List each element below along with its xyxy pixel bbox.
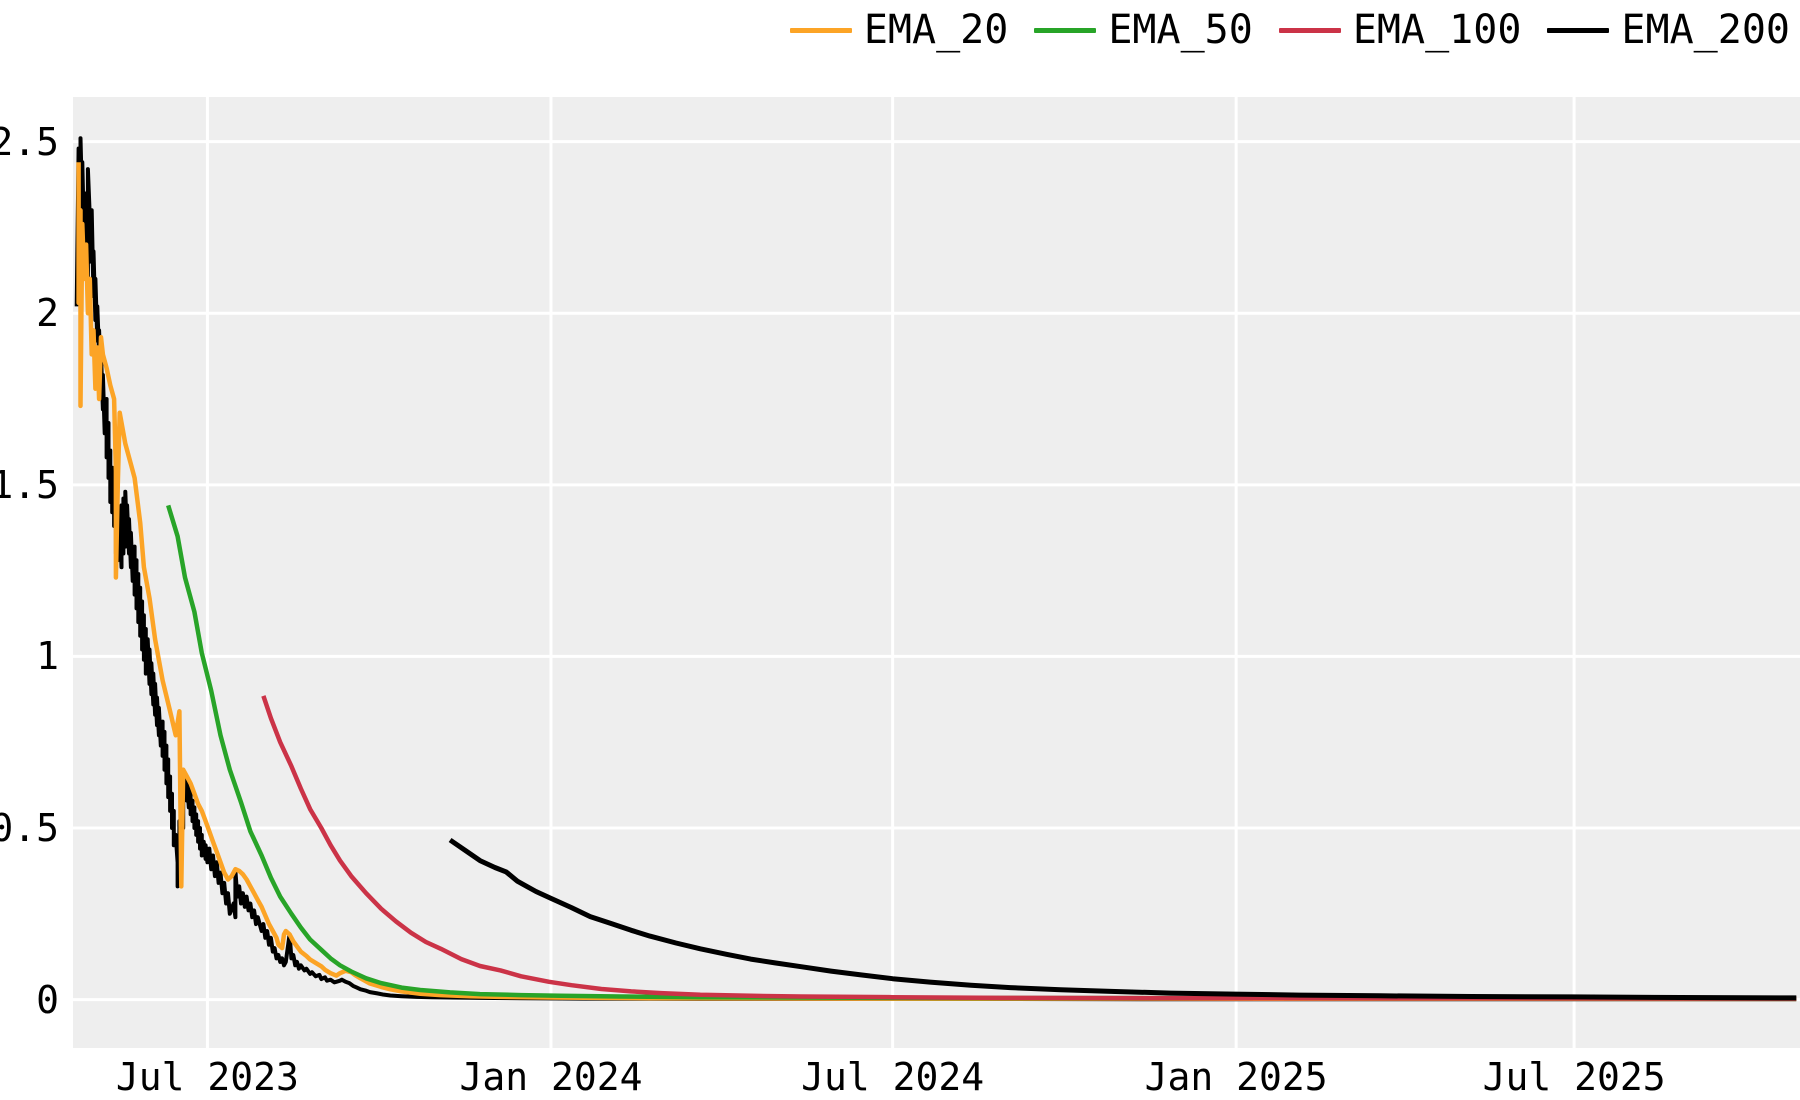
legend-line-swatch-icon [1034, 27, 1097, 33]
legend-label: EMA_200 [1621, 7, 1790, 53]
legend-item-ema_50: EMA_50 [1034, 10, 1253, 50]
y-tick-label: 0 [36, 977, 59, 1022]
x-tick-label: Jan 2024 [459, 1055, 643, 1099]
legend-item-ema_200: EMA_200 [1547, 10, 1790, 50]
x-tick-label: Jul 2025 [1482, 1055, 1666, 1099]
y-tick-label: 1 [36, 634, 59, 679]
legend-label: EMA_100 [1352, 7, 1522, 53]
legend-item-ema_20: EMA_20 [789, 7, 1009, 53]
x-tick-label: Jul 2023 [115, 1055, 299, 1099]
y-tick-label: 1.5 [0, 462, 59, 507]
series-line-EMA_20 [76, 162, 1797, 1002]
series-line-EMA_50 [166, 504, 1797, 1001]
y-tick-label: 2.5 [0, 119, 59, 164]
legend-line-swatch-icon [789, 27, 852, 33]
x-tick-label: Jul 2024 [801, 1055, 985, 1099]
legend-label: EMA_20 [863, 7, 1009, 53]
series-line-EMA_200 [448, 837, 1797, 1001]
y-tick-label: 0.5 [0, 806, 59, 850]
legend-line-swatch-icon [1547, 27, 1610, 33]
legend-line-swatch-icon [1278, 27, 1341, 33]
plot-area [73, 97, 1800, 1048]
y-tick-label: 2 [36, 291, 59, 336]
legend: EMA_20 EMA_50 EMA_100 EMA_200 [789, 7, 1790, 53]
legend-item-ema_100: EMA_100 [1278, 7, 1522, 53]
x-tick-label: Jan 2025 [1144, 1055, 1328, 1099]
series-line-EMA_100 [261, 695, 1797, 1001]
legend-label: EMA_50 [1108, 7, 1253, 53]
